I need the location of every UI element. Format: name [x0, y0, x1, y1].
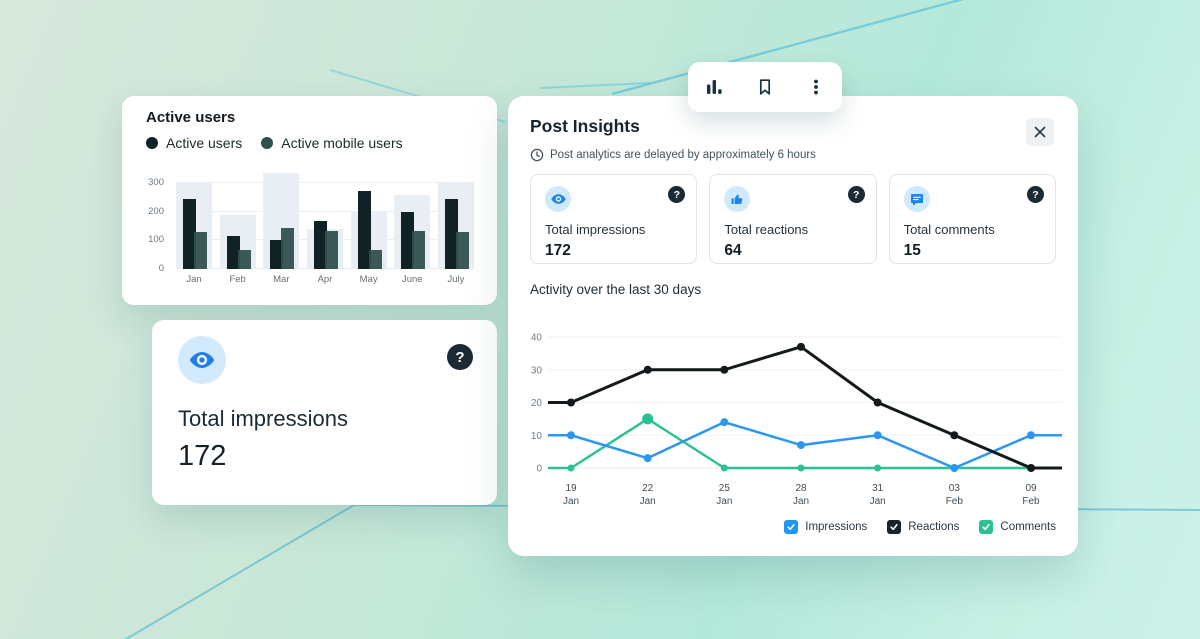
analytics-toolbar-button[interactable] [694, 67, 734, 107]
svg-text:40: 40 [531, 333, 543, 344]
stat-label: Total comments [903, 222, 995, 237]
stat-card-reactions: ? Total reactions 64 [709, 174, 877, 264]
eye-icon [545, 186, 571, 212]
check-icon [787, 523, 795, 531]
comment-icon [903, 186, 930, 212]
bar-group-apr: Apr [306, 172, 343, 285]
stat-value: 64 [724, 242, 742, 259]
legend-label: Active users [166, 135, 243, 151]
stat-label: Total reactions [724, 222, 809, 237]
check-icon [890, 523, 898, 531]
total-impressions-value: 172 [178, 440, 227, 472]
legend-item-active-mobile-users: Active mobile users [261, 135, 403, 151]
bar-group-july: July [437, 172, 474, 285]
activity-line-chart: 0 10 20 30 40 19 Jan 22 Jan 25 Jan 28 Jan 31 Jan 03 Feb 0… [531, 333, 1062, 507]
active-users-legend: Active users Active mobile users [146, 135, 403, 151]
help-icon[interactable]: ? [447, 344, 473, 370]
stat-card-comments: ? Total comments 15 [888, 174, 1056, 264]
svg-text:0: 0 [536, 464, 542, 475]
legend-dot-active-users [146, 137, 158, 149]
bar-chart-y-axis: 0 100 200 300 [148, 177, 164, 274]
close-icon [1034, 126, 1046, 138]
svg-text:20: 20 [531, 398, 543, 409]
bar-group-jan: Jan [176, 172, 212, 285]
svg-text:30: 30 [531, 365, 543, 376]
eye-icon [178, 336, 226, 384]
stat-card-impressions: ? Total impressions 172 [530, 174, 698, 264]
bar-chart-plot: Jan Feb Mar Apr May June July [176, 172, 474, 285]
analytics-delay-notice: Post analytics are delayed by approximat… [530, 148, 816, 162]
thumbs-up-icon [724, 186, 751, 212]
post-insights-title: Post Insights [530, 116, 640, 136]
close-button[interactable] [1026, 118, 1054, 146]
comments-legend-item[interactable]: Comments [979, 520, 1056, 534]
bar-chart-icon [706, 80, 722, 94]
active-users-title: Active users [146, 109, 236, 126]
clock-icon [530, 148, 544, 162]
legend-item-active-users: Active users [146, 135, 242, 151]
comments-checkbox[interactable] [979, 520, 994, 534]
stat-value: 15 [903, 242, 921, 259]
activity-chart-title: Activity over the last 30 days [530, 282, 702, 297]
post-insights-panel: Post Insights Post analytics are delayed… [508, 96, 1078, 556]
activity-chart-legend: Impressions Reactions Comments [784, 520, 1056, 534]
total-impressions-label: Total impressions [178, 406, 348, 431]
help-icon[interactable]: ? [668, 186, 686, 203]
help-icon[interactable]: ? [1026, 186, 1044, 203]
legend-dot-active-mobile-users [261, 137, 274, 149]
overflow-menu-button[interactable] [796, 67, 836, 107]
bar-group-feb: Feb [219, 172, 256, 285]
floating-toolbar [688, 62, 842, 112]
bar-group-mar: Mar [263, 172, 300, 285]
svg-text:10: 10 [531, 431, 543, 442]
legend-label: Comments [1000, 521, 1056, 533]
total-impressions-card: ? Total impressions 172 [152, 320, 497, 505]
overflow-menu-icon [814, 79, 819, 95]
reactions-legend-item[interactable]: Reactions [887, 520, 959, 534]
bookmark-toolbar-button[interactable] [745, 67, 785, 107]
help-icon[interactable]: ? [847, 186, 865, 203]
bar-group-june: June [394, 172, 431, 285]
legend-label: Reactions [908, 521, 960, 533]
bar-group-may: May [350, 172, 387, 285]
check-icon [982, 523, 991, 531]
reactions-checkbox[interactable] [887, 520, 902, 534]
stats-row: ? Total impressions 172 ? Total reaction… [530, 174, 1056, 264]
legend-label: Active mobile users [281, 135, 403, 151]
notice-text: Post analytics are delayed by approximat… [550, 149, 816, 161]
stat-value: 172 [545, 242, 571, 259]
stat-label: Total impressions [545, 222, 646, 237]
legend-label: Impressions [805, 521, 868, 533]
impressions-legend-item[interactable]: Impressions [784, 520, 867, 534]
active-users-card: Active users Active users Active mobile … [122, 96, 497, 305]
bookmark-icon [759, 79, 771, 95]
impressions-checkbox[interactable] [784, 520, 799, 534]
